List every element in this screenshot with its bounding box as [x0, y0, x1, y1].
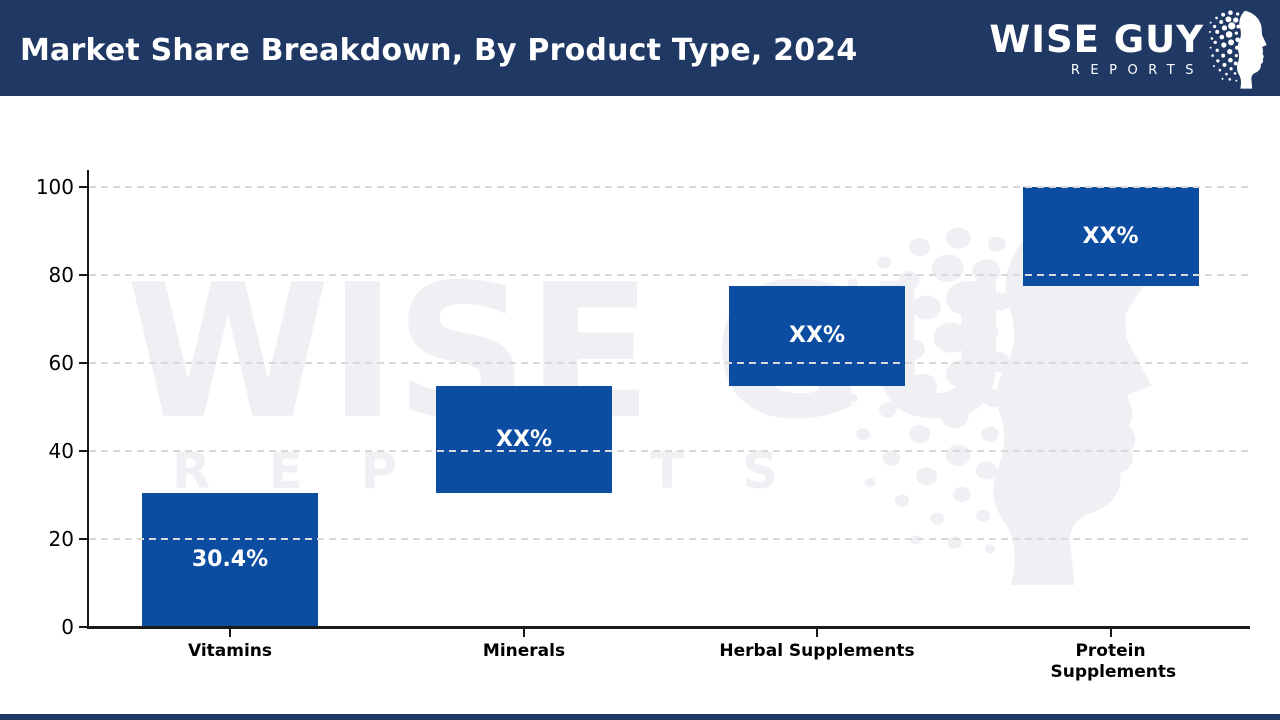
y-axis-line: [87, 170, 89, 629]
y-tick-label-40: 40: [48, 439, 74, 463]
plot-region: 0 20 40 60 80 100 30.4% Vitamins XX% Minerals XX% H…: [0, 96, 1280, 714]
bar-value-label-protein-supplements: XX%: [1082, 223, 1139, 249]
y-tick-0: [79, 626, 87, 628]
y-tick-label-0: 0: [61, 615, 74, 639]
wise-guy-face-icon: [1208, 10, 1267, 89]
x-tick-protein-supplements: [1109, 628, 1112, 637]
category-label-protein-supplements: Protein Supplements: [1050, 641, 1177, 682]
bar-minerals: [436, 385, 612, 494]
y-tick-100: [79, 186, 87, 188]
category-label-minerals: Minerals: [482, 641, 566, 661]
page-title: Market Share Breakdown, By Product Type,…: [20, 33, 858, 68]
x-tick-vitamins: [229, 628, 231, 637]
logo-text: WISE GUY REPORTS: [989, 21, 1204, 78]
logo-subtitle: REPORTS: [1070, 62, 1204, 78]
y-tick-60: [79, 362, 87, 364]
y-tick-20: [79, 538, 87, 540]
chart-area: WISE GUY REPORTS 02040608010030.4%Vitami…: [0, 96, 1280, 714]
category-label-vitamins: Vitamins: [187, 641, 273, 661]
bar-protein-supplements: [1022, 187, 1199, 286]
y-tick-80: [79, 274, 87, 276]
y-tick-label-60: 60: [48, 351, 74, 375]
bar-value-label-vitamins: 30.4%: [191, 547, 269, 573]
category-label-herbal-supplements: Herbal Supplements: [719, 641, 915, 661]
bar-value-label-minerals: XX%: [496, 426, 552, 452]
gridline-80: [89, 274, 1250, 276]
gridline-20: [89, 538, 1250, 540]
bar-herbal-supplements: [729, 286, 905, 386]
gridline-40: [89, 450, 1250, 452]
bar-vitamins: [142, 493, 318, 627]
x-tick-herbal-supplements: [816, 628, 818, 637]
logo-wordmark: WISE GUY: [989, 17, 1204, 61]
wise-guy-logo: WISE GUY REPORTS: [989, 7, 1272, 91]
x-tick-minerals: [523, 628, 525, 637]
y-tick-40: [79, 450, 87, 452]
y-tick-label-100: 100: [35, 175, 74, 199]
y-tick-label-80: 80: [48, 263, 74, 287]
gridline-100: [89, 186, 1250, 188]
y-tick-label-20: 20: [48, 527, 74, 551]
bar-value-label-herbal-supplements: XX%: [789, 322, 845, 348]
header-bar: Market Share Breakdown, By Product Type,…: [0, 0, 1280, 96]
x-axis-line: [87, 626, 1250, 629]
footer-bar: [0, 714, 1280, 720]
gridline-60: [89, 362, 1250, 364]
